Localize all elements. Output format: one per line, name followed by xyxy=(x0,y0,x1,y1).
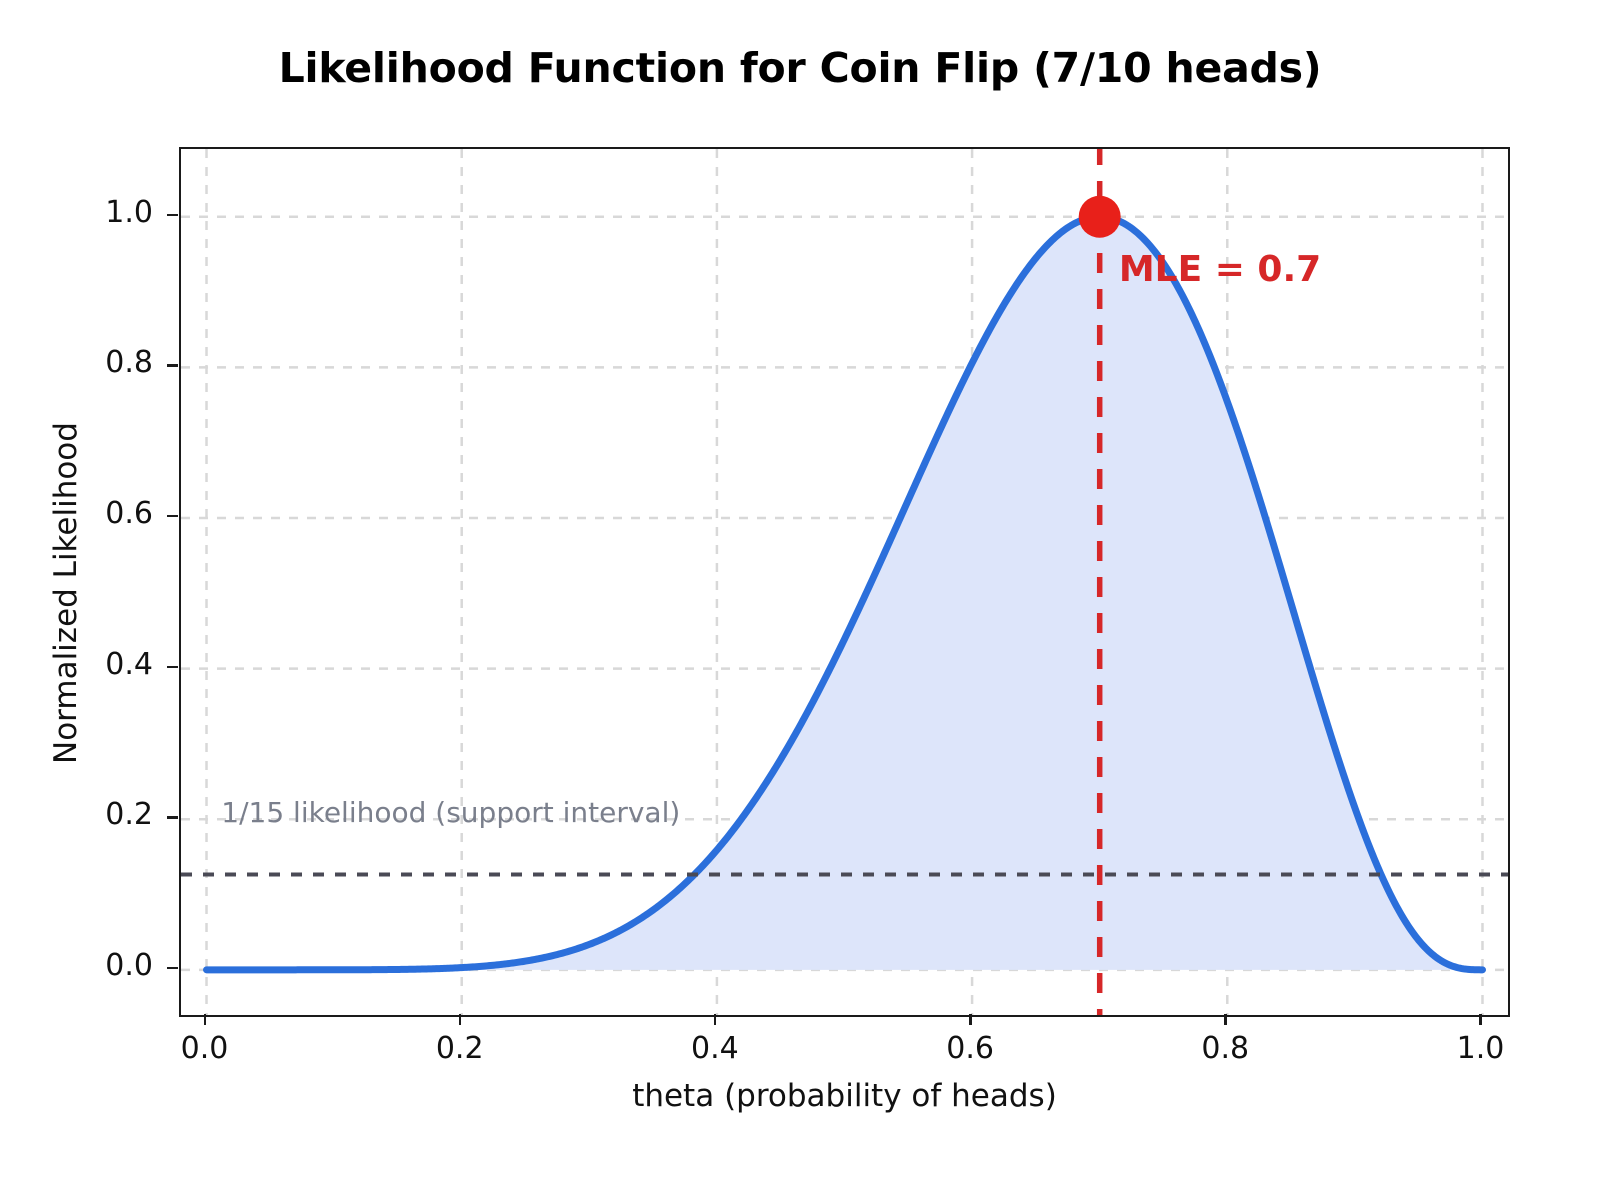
x-tick-mark xyxy=(1479,1014,1482,1025)
y-axis-label: Normalized Likelihood xyxy=(48,422,84,764)
y-tick-label: 0.0 xyxy=(105,947,153,983)
mle-label: MLE = 0.7 xyxy=(1118,249,1322,291)
plot-area: 1/15 likelihood (support interval) MLE =… xyxy=(179,147,1510,1017)
x-tick-label: 0.0 xyxy=(180,1031,229,1066)
page-title: Likelihood Function for Coin Flip (7/10 … xyxy=(278,44,1322,92)
support-interval-label: 1/15 likelihood (support interval) xyxy=(221,796,681,830)
mle-point-marker xyxy=(1078,195,1121,238)
x-tick-label: 1.0 xyxy=(1456,1031,1505,1066)
y-tick-label: 0.6 xyxy=(105,495,153,531)
x-tick-mark xyxy=(1224,1014,1227,1025)
x-tick-mark xyxy=(713,1014,717,1025)
y-tick-label: 0.2 xyxy=(105,797,153,833)
x-tick-mark xyxy=(203,1014,207,1025)
y-tick-mark xyxy=(167,364,178,367)
plot-canvas xyxy=(181,149,1508,1015)
y-tick-label: 0.4 xyxy=(105,646,153,682)
y-tick-mark xyxy=(167,213,178,217)
likelihood-curve xyxy=(203,213,1486,974)
x-axis-label: theta (probability of heads) xyxy=(632,1078,1057,1114)
y-tick-mark xyxy=(167,514,178,518)
x-tick-label: 0.8 xyxy=(1201,1031,1250,1066)
x-tick-label: 0.6 xyxy=(946,1031,994,1066)
y-tick-label: 1.0 xyxy=(105,194,153,230)
y-tick-label: 0.8 xyxy=(105,345,153,381)
x-tick-label: 0.4 xyxy=(691,1031,739,1066)
y-tick-mark xyxy=(167,966,178,970)
likelihood-area-fill xyxy=(206,216,1483,970)
x-tick-mark xyxy=(458,1014,462,1025)
y-tick-mark xyxy=(167,665,178,669)
x-tick-label: 0.2 xyxy=(435,1031,484,1066)
y-tick-mark xyxy=(167,816,178,819)
x-tick-mark xyxy=(969,1014,972,1025)
